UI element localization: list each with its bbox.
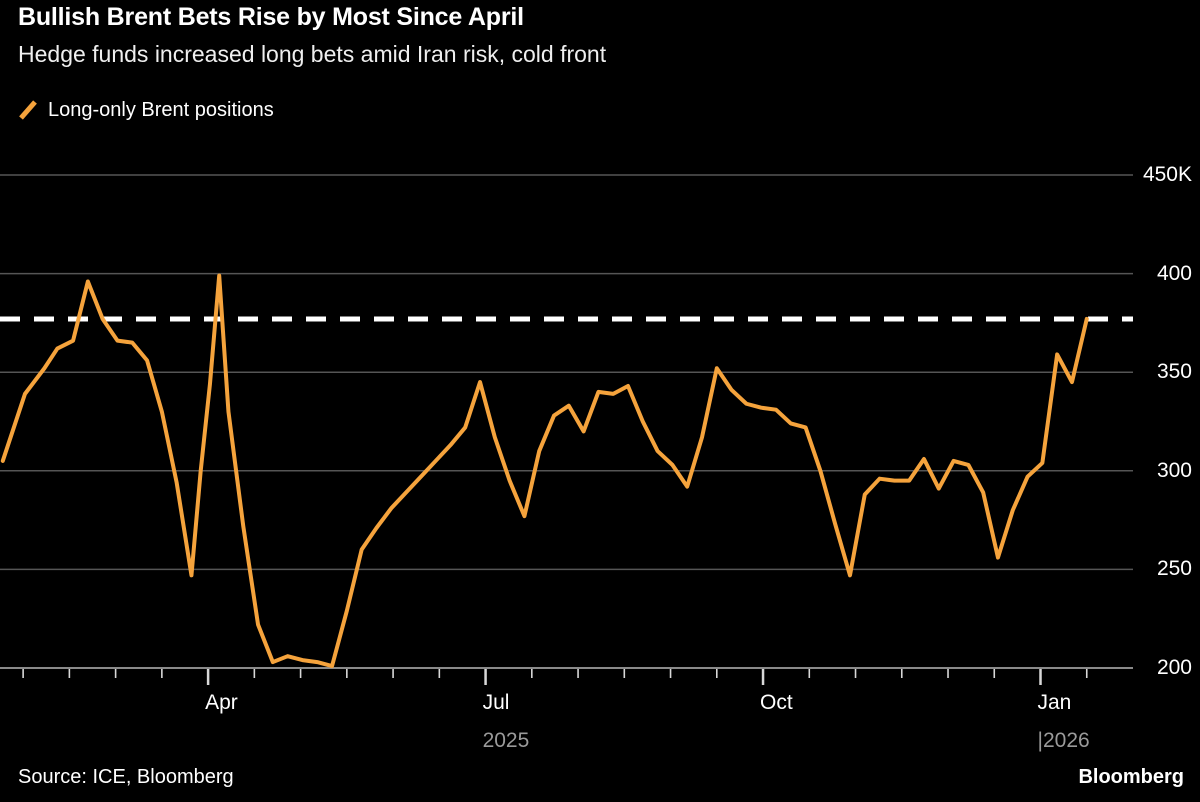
x-axis-tick-label: Apr: [205, 691, 238, 714]
bloomberg-wordmark: Bloomberg: [1078, 766, 1184, 788]
chart-x-tickmarks: [22, 668, 1088, 685]
series-long-only-brent-positions: [0, 273, 1089, 669]
legend-slash-icon: [18, 99, 38, 121]
chart-legend: Long-only Brent positions: [18, 97, 274, 123]
x-axis-year-label: |2026: [1037, 729, 1090, 752]
page-subtitle: Hedge funds increased long bets amid Ira…: [18, 41, 607, 67]
legend-item-label: Long-only Brent positions: [48, 98, 274, 121]
x-axis-year-label: 2025: [482, 729, 530, 752]
chart-gridlines: [0, 174, 1133, 669]
y-axis-tick-label: 400: [1156, 261, 1192, 285]
y-axis-tick-label: 200: [1156, 656, 1192, 679]
line-chart: [0, 174, 1133, 685]
source-note: Source: ICE, Bloomberg: [18, 766, 234, 788]
x-axis-tick-label: Oct: [760, 691, 793, 714]
y-axis-tick-label: 350: [1156, 360, 1192, 384]
y-axis-tick-label: 300: [1156, 458, 1192, 482]
chart-plot-area: 200 250 300 350 400 450K: [0, 140, 1200, 685]
x-axis-tick-label: Jul: [482, 691, 510, 714]
y-axis-tick-label: 450K: [1142, 163, 1192, 186]
page-title: Bullish Brent Bets Rise by Most Since Ap…: [18, 3, 524, 31]
y-axis-tick-label: 250: [1156, 557, 1192, 581]
x-axis-tick-label: Jan: [1037, 691, 1072, 714]
